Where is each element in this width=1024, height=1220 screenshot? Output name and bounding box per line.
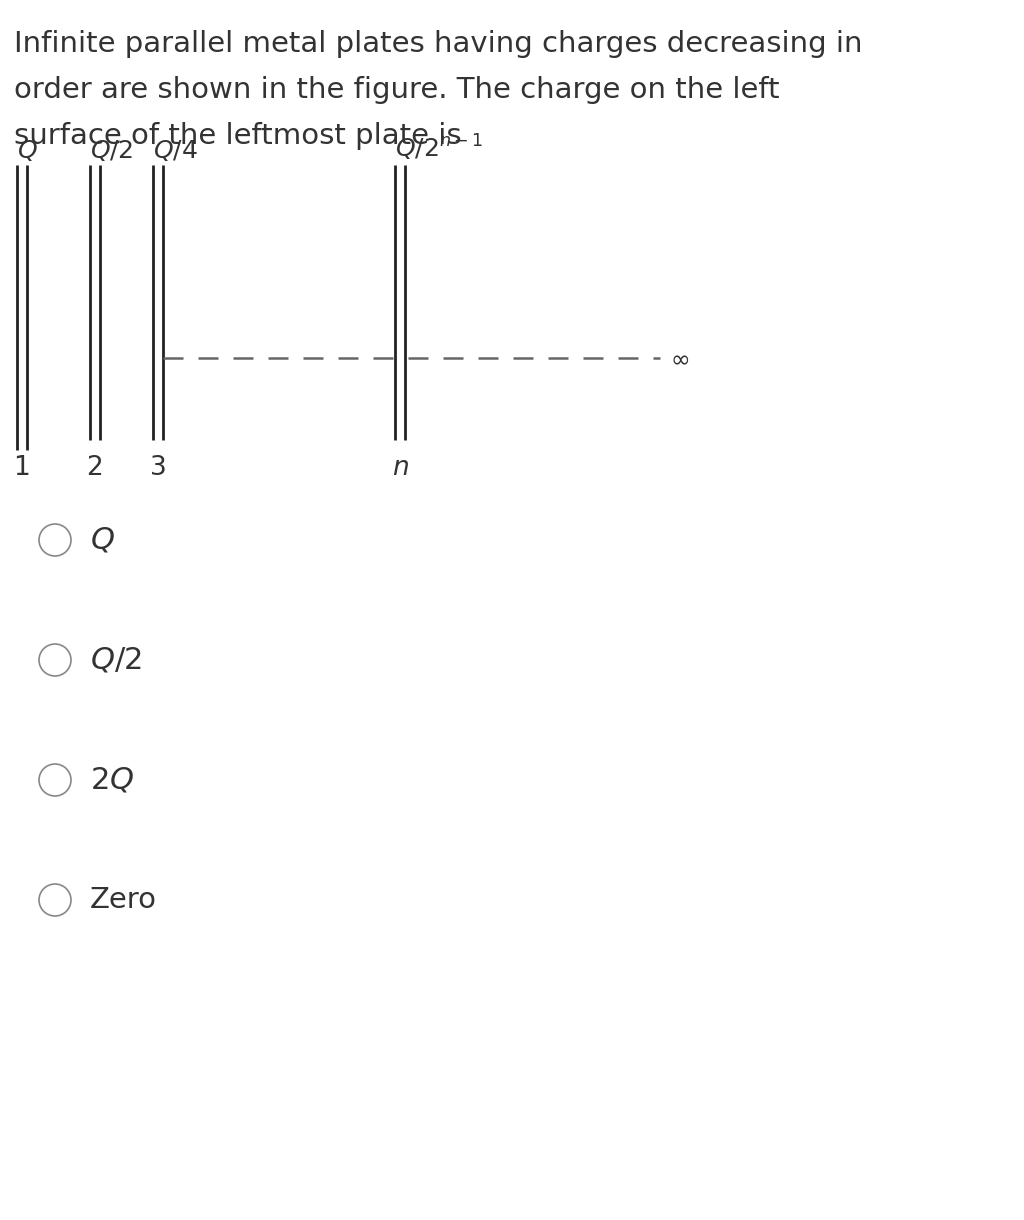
Text: $\infty$: $\infty$ <box>670 346 689 370</box>
Text: 2: 2 <box>87 455 103 481</box>
Text: n: n <box>391 455 409 481</box>
Text: surface of the leftmost plate is: surface of the leftmost plate is <box>14 122 462 150</box>
Text: $Q/2^{n-1}$: $Q/2^{n-1}$ <box>395 133 483 163</box>
Text: 3: 3 <box>150 455 166 481</box>
Text: $Q$: $Q$ <box>17 138 38 163</box>
Text: $2Q$: $2Q$ <box>90 765 134 794</box>
Text: $Q/2$: $Q/2$ <box>90 138 133 163</box>
Text: order are shown in the figure. The charge on the left: order are shown in the figure. The charg… <box>14 76 779 104</box>
Text: $Q/2$: $Q/2$ <box>90 645 141 675</box>
Text: Infinite parallel metal plates having charges decreasing in: Infinite parallel metal plates having ch… <box>14 30 862 59</box>
Text: 1: 1 <box>13 455 31 481</box>
Text: $Q/4$: $Q/4$ <box>153 138 198 163</box>
Text: Zero: Zero <box>90 886 157 914</box>
Text: $Q$: $Q$ <box>90 526 115 555</box>
